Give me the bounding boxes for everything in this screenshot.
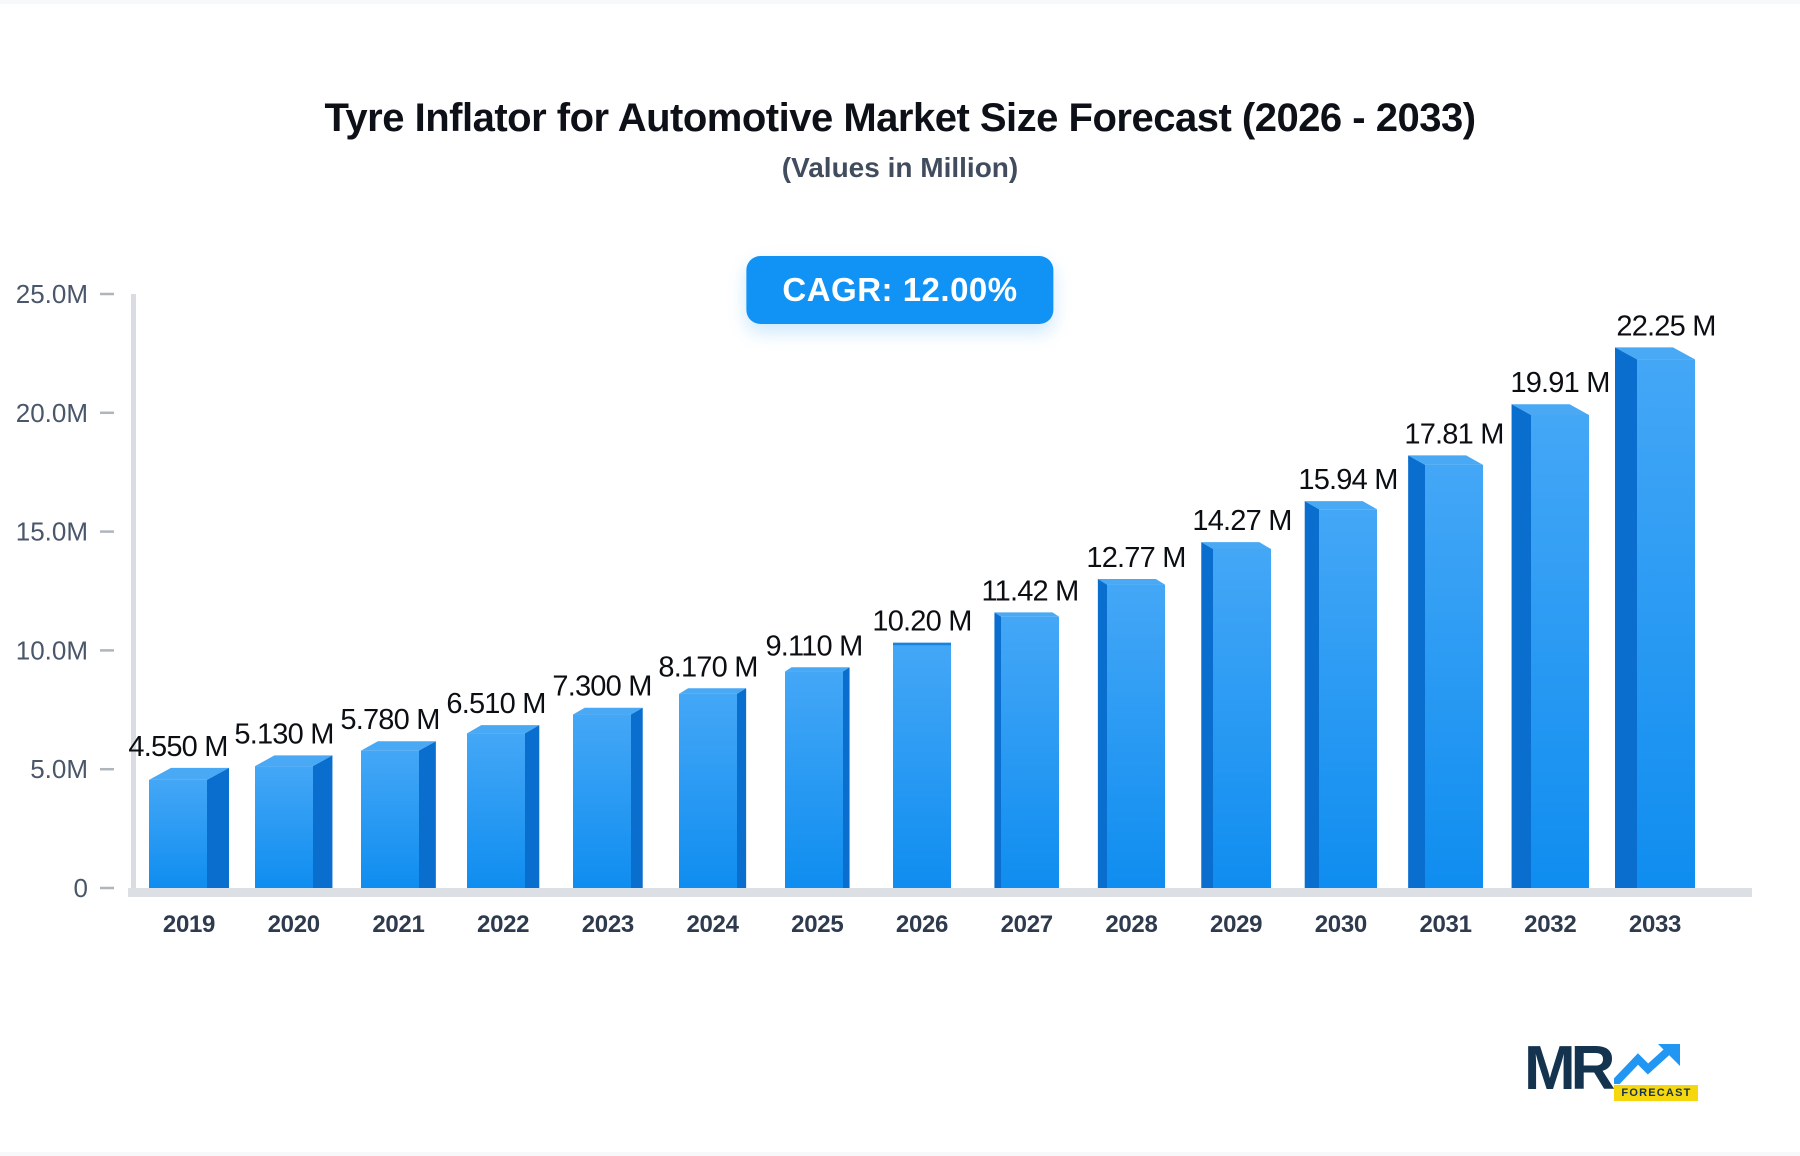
x-axis-label-2027: 2027	[1001, 911, 1053, 938]
bar-top-2019	[149, 767, 229, 780]
bar-top-2031	[1408, 455, 1483, 465]
bar-side-2023	[630, 707, 643, 888]
x-axis-label-2026: 2026	[896, 911, 948, 938]
mr-forecast-logo: MR FORECAST	[1524, 1034, 1698, 1103]
value-label-2032: 19.91 M	[1510, 367, 1609, 399]
bar-2027	[1000, 616, 1059, 888]
logo-forecast-label: FORECAST	[1614, 1085, 1698, 1101]
bar-side-2019	[207, 767, 229, 888]
y-tick-label-0: 0	[74, 873, 88, 903]
bar-side-2024	[736, 688, 747, 888]
x-axis-label-2028: 2028	[1105, 911, 1157, 938]
bar-side-2027	[994, 612, 1001, 888]
bar-2025	[784, 671, 843, 888]
bar-top-2032	[1511, 404, 1589, 415]
bar-2022	[466, 733, 525, 888]
bar-2029	[1212, 548, 1271, 888]
value-label-2025: 9.110 M	[765, 630, 862, 662]
value-label-2019: 4.550 M	[128, 731, 227, 763]
value-label-2026: 10.20 M	[872, 606, 971, 638]
y-tick-label-20.0M: 20.0M	[16, 398, 88, 428]
bar-side-2030	[1304, 501, 1319, 888]
y-tick-label-25.0M: 25.0M	[16, 279, 88, 309]
bar-side-2032	[1511, 404, 1531, 888]
x-axis-floor	[128, 888, 1752, 897]
bar-2032	[1530, 414, 1589, 888]
x-axis-label-2024: 2024	[686, 911, 739, 938]
bar-2024	[678, 693, 737, 888]
bar-2028	[1106, 584, 1165, 888]
bar-side-2028	[1097, 579, 1107, 888]
x-axis-label-2020: 2020	[268, 911, 320, 938]
y-tick-label-15.0M: 15.0M	[16, 517, 88, 547]
bar-chart: 25.0M 20.0M 15.0M 10.0M 5.0M 0 4.550 M 2019 5.13…	[16, 279, 1752, 938]
bar-2020	[254, 766, 313, 888]
bar-side-2029	[1201, 542, 1213, 888]
bar-top-2021	[360, 741, 436, 751]
x-axis-label-2029: 2029	[1210, 911, 1262, 938]
x-axis-label-2033: 2033	[1629, 911, 1681, 938]
bar-side-2031	[1408, 455, 1425, 888]
bar-top-2022	[466, 725, 540, 734]
cagr-badge: CAGR: 12.00%	[746, 256, 1054, 324]
bar-top-2026	[892, 642, 951, 646]
bar-top-2027	[994, 612, 1059, 617]
x-axis-label-2032: 2032	[1524, 911, 1576, 938]
bar-2019	[149, 779, 207, 888]
bar-2031	[1424, 464, 1483, 888]
bar-2026	[892, 645, 951, 888]
bar-2021	[360, 750, 419, 888]
value-label-2022: 6.510 M	[446, 688, 545, 720]
x-axis-label-2019: 2019	[163, 911, 215, 938]
chart-title: Tyre Inflator for Automotive Market Size…	[324, 96, 1476, 140]
bar-top-2025	[784, 667, 850, 672]
x-axis-label-2030: 2030	[1315, 911, 1367, 938]
bar-top-2020	[254, 755, 333, 767]
bar-2030	[1318, 509, 1377, 888]
bar-top-2030	[1304, 501, 1377, 510]
bar-top-2024	[678, 688, 747, 694]
bar-side-2025	[842, 667, 850, 888]
bar-top-2029	[1201, 542, 1271, 549]
value-label-2021: 5.780 M	[340, 704, 439, 736]
value-label-2033: 22.25 M	[1616, 310, 1715, 342]
y-tick-label-10.0M: 10.0M	[16, 635, 88, 665]
x-axis-label-2025: 2025	[791, 911, 843, 938]
value-label-2024: 8.170 M	[658, 651, 757, 683]
bar-side-2033	[1614, 347, 1637, 889]
bar-side-2021	[418, 741, 436, 888]
value-label-2029: 14.27 M	[1192, 505, 1291, 537]
bar-side-2020	[312, 755, 333, 888]
bar-2033	[1636, 359, 1695, 889]
bar-top-2028	[1097, 579, 1165, 585]
value-label-2020: 5.130 M	[234, 718, 333, 750]
y-tick-label-5.0M: 5.0M	[30, 754, 88, 784]
value-label-2023: 7.300 M	[552, 671, 651, 703]
bar-side-2022	[524, 725, 540, 888]
x-axis-label-2022: 2022	[477, 911, 529, 938]
value-label-2028: 12.77 M	[1086, 542, 1185, 574]
bar-top-2033	[1614, 347, 1695, 360]
logo-mr-text: MR	[1524, 1034, 1615, 1103]
bar-top-2023	[572, 707, 643, 715]
bar-2023	[572, 714, 631, 888]
value-label-2030: 15.94 M	[1298, 464, 1397, 496]
value-label-2027: 11.42 M	[981, 575, 1078, 607]
chart-subtitle: (Values in Million)	[781, 152, 1019, 183]
value-label-2031: 17.81 M	[1404, 418, 1503, 450]
y-axis-line	[131, 294, 136, 888]
growth-arrow-icon	[1614, 1044, 1681, 1084]
x-axis-label-2021: 2021	[372, 911, 424, 938]
x-axis-label-2031: 2031	[1419, 911, 1471, 938]
x-axis-label-2023: 2023	[582, 911, 634, 938]
